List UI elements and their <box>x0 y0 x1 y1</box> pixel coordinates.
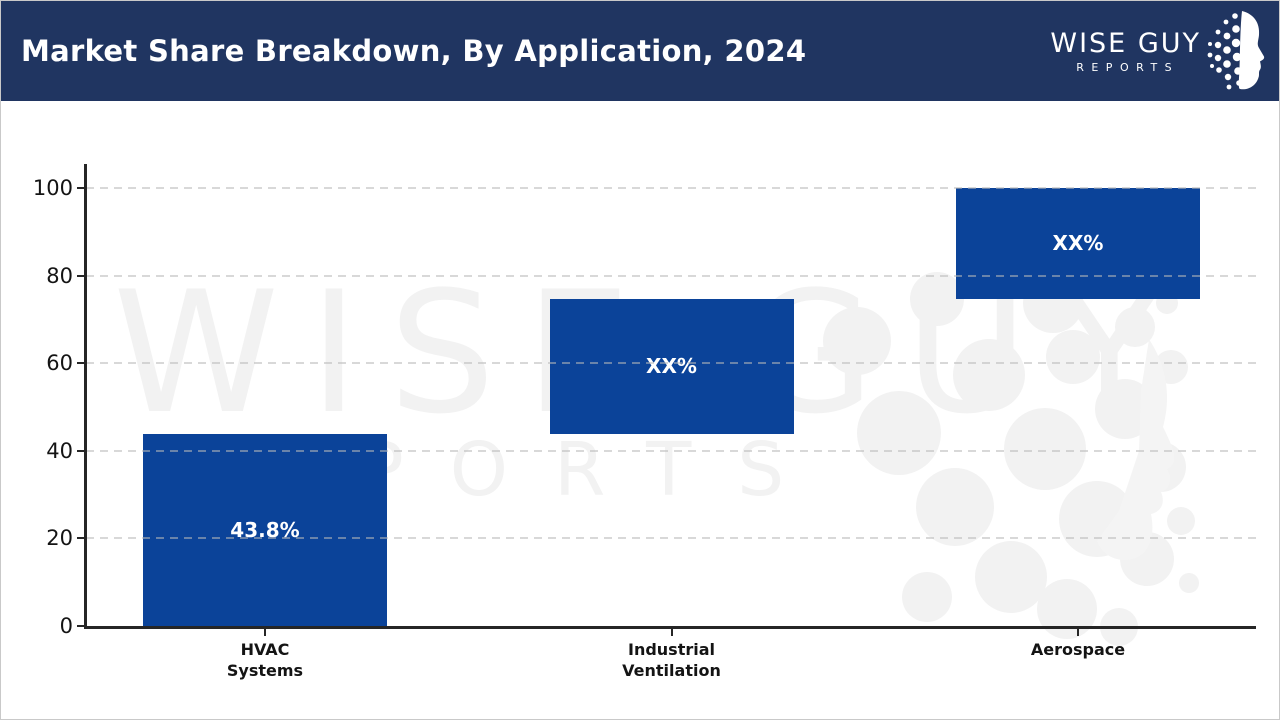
y-tick-20 <box>77 537 85 540</box>
y-tick-0 <box>77 625 85 627</box>
x-axis-line <box>84 626 1256 629</box>
gridline-60 <box>86 362 1256 365</box>
wiseguy-logo: WISE GUY REPORTS <box>1050 7 1267 95</box>
x-tick-3 <box>1077 629 1079 636</box>
header-bar: Market Share Breakdown, By Application, … <box>1 1 1279 101</box>
y-tick-label-60: 60 <box>46 351 73 376</box>
y-axis-line <box>84 164 87 629</box>
y-tick-80 <box>77 274 85 277</box>
x-tick-2 <box>670 629 673 636</box>
gridline-80 <box>86 274 1256 277</box>
bar-segment-1: 43.8% <box>143 434 387 626</box>
gridline-100 <box>86 187 1256 189</box>
wiseguy-logo-text: WISE GUY REPORTS <box>1050 28 1201 74</box>
bar-segment-3: XX% <box>956 188 1200 299</box>
bar-value-label-3: XX% <box>1052 231 1104 256</box>
gridline-20 <box>86 537 1256 540</box>
x-tick-1 <box>264 629 266 636</box>
y-tick-40 <box>77 449 85 452</box>
x-tick-label-3: Aerospace <box>1030 640 1126 659</box>
y-tick-label-0: 0 <box>59 614 73 638</box>
x-tick-label-2: Industrial Ventilation <box>622 640 721 680</box>
y-tick-label-40: 40 <box>46 438 73 463</box>
chart-title: Market Share Breakdown, By Application, … <box>21 34 807 68</box>
y-tick-label-80: 80 <box>46 263 73 288</box>
logo-subtitle: REPORTS <box>1076 61 1180 74</box>
y-tick-label-100: 100 <box>32 176 73 200</box>
bar-value-label-2: XX% <box>646 354 697 379</box>
y-tick-100 <box>77 187 85 189</box>
bar-segment-2: XX% <box>549 298 794 435</box>
x-tick-label-1: HVAC Systems <box>226 640 304 680</box>
logo-wordmark: WISE GUY <box>1050 28 1201 59</box>
y-tick-60 <box>77 362 85 365</box>
y-tick-label-20: 20 <box>46 526 73 551</box>
gridline-40 <box>86 449 1256 452</box>
wiseguy-head-icon <box>1207 11 1265 90</box>
